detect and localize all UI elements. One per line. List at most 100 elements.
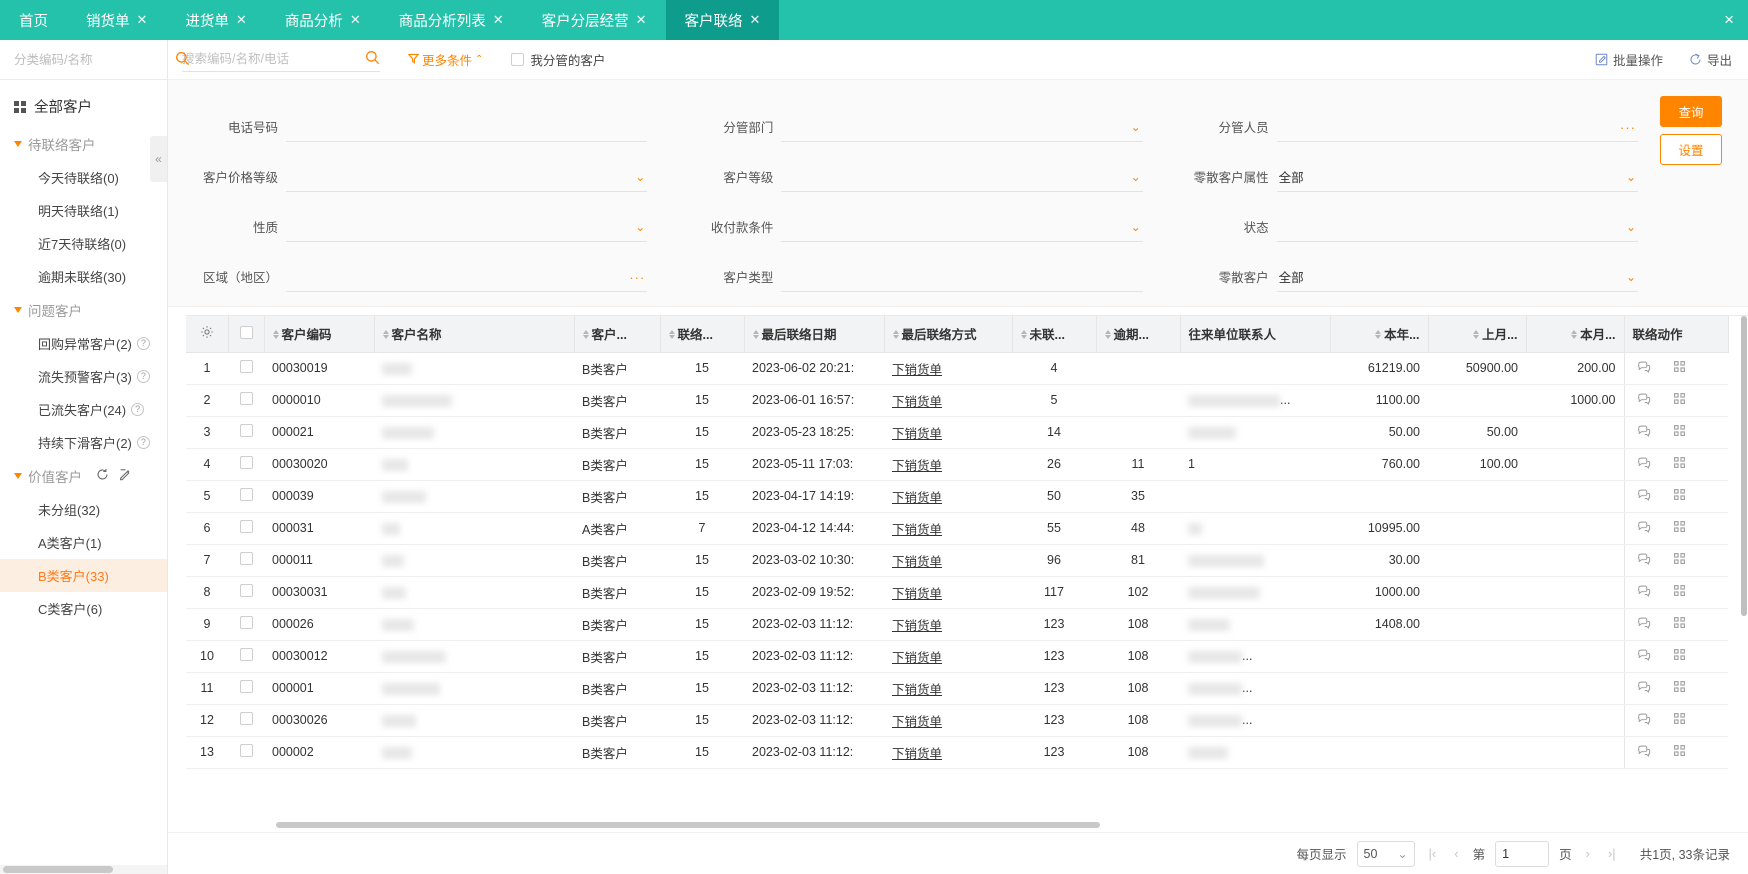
header-last-contact-date[interactable]: 最后联络日期 xyxy=(744,316,885,353)
checkbox-icon[interactable] xyxy=(239,648,253,661)
close-all-tabs-icon[interactable]: × xyxy=(1724,10,1734,29)
checkbox-icon[interactable] xyxy=(239,712,253,725)
checkbox-icon[interactable] xyxy=(239,520,253,533)
header-customer-name[interactable]: 客户名称 xyxy=(374,316,575,353)
table-row[interactable]: 4 00030020 B类客户 15 2023-05-11 17:03: 下销货单 26 11… xyxy=(186,448,1728,481)
grid-apps-icon[interactable] xyxy=(1673,488,1686,504)
chat-bubble-icon[interactable] xyxy=(1637,680,1651,697)
sidebar-item-7days-pending[interactable]: 近7天待联络(0) xyxy=(0,227,167,260)
row-checkbox[interactable] xyxy=(228,352,264,385)
filter-control[interactable] xyxy=(286,118,648,142)
grid-apps-icon[interactable] xyxy=(1673,552,1686,568)
sort-icon[interactable] xyxy=(1571,330,1578,340)
filter-control[interactable]: ··· xyxy=(1276,118,1638,142)
create-sales-order-link[interactable]: 下销货单 xyxy=(892,714,943,729)
row-checkbox[interactable] xyxy=(228,640,264,673)
row-checkbox[interactable] xyxy=(228,384,264,417)
last-page-icon[interactable]: ›| xyxy=(1607,846,1616,861)
sidebar-search-input[interactable] xyxy=(14,52,175,67)
page-number-input[interactable] xyxy=(1495,840,1550,867)
sidebar-group-problem-customers[interactable]: 问题客户 xyxy=(0,293,167,327)
chevron-down-icon[interactable]: ⌄ xyxy=(635,170,646,184)
create-sales-order-link[interactable]: 下销货单 xyxy=(892,618,943,633)
table-vertical-scrollbar[interactable] xyxy=(1740,316,1748,818)
sort-icon[interactable] xyxy=(1104,330,1111,340)
filter-control[interactable]: ⌄ xyxy=(781,118,1143,142)
sidebar-collapse-button[interactable]: « xyxy=(150,136,167,182)
create-sales-order-link[interactable]: 下销货单 xyxy=(892,394,943,409)
chat-bubble-icon[interactable] xyxy=(1637,520,1651,537)
chevron-down-icon[interactable]: ⌄ xyxy=(1130,170,1141,184)
checkbox-icon[interactable] xyxy=(239,680,253,693)
header-year-amount[interactable]: 本年... xyxy=(1330,316,1429,353)
chevron-down-icon[interactable]: ⌄ xyxy=(635,220,646,234)
chevron-down-icon[interactable]: ⌄ xyxy=(1130,220,1141,234)
table-settings-header[interactable] xyxy=(186,316,229,353)
row-checkbox[interactable] xyxy=(228,736,264,769)
gear-icon[interactable] xyxy=(200,326,214,342)
filter-control[interactable]: ··· xyxy=(286,268,648,292)
grid-apps-icon[interactable] xyxy=(1673,712,1686,728)
tab-customer-contact[interactable]: 客户联络 ✕ xyxy=(665,0,780,40)
sidebar-horizontal-scrollbar[interactable] xyxy=(0,865,167,874)
sort-icon[interactable] xyxy=(892,330,899,340)
first-page-icon[interactable]: |‹ xyxy=(1428,846,1437,861)
tab-customer-tier-management[interactable]: 客户分层经营 ✕ xyxy=(523,0,666,40)
checkbox-icon[interactable] xyxy=(239,424,253,437)
table-row[interactable]: 2 0000010 B类客户 15 2023-06-01 16:57: 下销货单 5... 1… xyxy=(186,384,1728,417)
header-overdue-days[interactable]: 逾期... xyxy=(1096,316,1181,353)
next-page-icon[interactable]: › xyxy=(1585,846,1590,861)
help-icon[interactable]: ? xyxy=(131,403,145,416)
chat-bubble-icon[interactable] xyxy=(1637,648,1651,665)
grid-apps-icon[interactable] xyxy=(1673,520,1686,536)
chat-bubble-icon[interactable] xyxy=(1637,744,1651,761)
row-checkbox[interactable] xyxy=(228,416,264,449)
create-sales-order-link[interactable]: 下销货单 xyxy=(892,650,943,665)
chat-bubble-icon[interactable] xyxy=(1637,392,1651,409)
select-all-header[interactable] xyxy=(228,316,265,353)
header-last-contact-method[interactable]: 最后联络方式 xyxy=(884,316,1013,353)
sidebar-item-repurchase-abnormal[interactable]: 回购异常客户(2) ? xyxy=(0,327,167,360)
row-checkbox[interactable] xyxy=(228,704,264,737)
filter-control[interactable]: 全部 ⌄ xyxy=(1276,267,1638,292)
query-button[interactable]: 查询 xyxy=(1660,96,1722,127)
table-row[interactable]: 3 000021 B类客户 15 2023-05-23 18:25: 下销货单 14 50.0… xyxy=(186,416,1728,449)
chat-bubble-icon[interactable] xyxy=(1637,616,1651,633)
tab-close-icon[interactable]: ✕ xyxy=(136,12,148,27)
more-picker-icon[interactable]: ··· xyxy=(1620,119,1636,135)
help-icon[interactable]: ? xyxy=(136,436,150,449)
my-customers-checkbox[interactable]: 我分管的客户 xyxy=(511,50,605,69)
tab-close-icon[interactable]: ✕ xyxy=(235,12,247,27)
prev-page-icon[interactable]: ‹ xyxy=(1454,846,1459,861)
table-row[interactable]: 7 000011 B类客户 15 2023-03-02 10:30: 下销货单 96 81 30… xyxy=(186,544,1728,577)
tab-home[interactable]: 首页 xyxy=(0,0,67,40)
settings-button[interactable]: 设置 xyxy=(1660,134,1722,165)
sidebar-item-class-a[interactable]: A类客户(1) xyxy=(0,526,167,559)
create-sales-order-link[interactable]: 下销货单 xyxy=(892,362,943,377)
sort-icon[interactable] xyxy=(1020,330,1027,340)
grid-apps-icon[interactable] xyxy=(1673,456,1686,472)
create-sales-order-link[interactable]: 下销货单 xyxy=(892,490,943,505)
table-row[interactable]: 6 000031 A类客户 7 2023-04-12 14:44: 下销货单 55 48 109… xyxy=(186,512,1728,545)
search-icon[interactable] xyxy=(175,51,190,69)
tab-product-analysis-list[interactable]: 商品分析列表 ✕ xyxy=(380,0,523,40)
sidebar-item-continuous-decline[interactable]: 持续下滑客户(2) ? xyxy=(0,426,167,459)
create-sales-order-link[interactable]: 下销货单 xyxy=(892,682,943,697)
sidebar-item-class-c[interactable]: C类客户(6) xyxy=(0,592,167,625)
sort-icon[interactable] xyxy=(382,330,389,340)
header-this-month-amount[interactable]: 本月... xyxy=(1526,316,1625,353)
chat-bubble-icon[interactable] xyxy=(1637,712,1651,729)
tab-close-icon[interactable]: ✕ xyxy=(492,12,504,27)
checkbox-icon[interactable] xyxy=(239,616,253,629)
create-sales-order-link[interactable]: 下销货单 xyxy=(892,426,943,441)
sidebar-item-churn-warning[interactable]: 流失预警客户(3) ? xyxy=(0,360,167,393)
create-sales-order-link[interactable]: 下销货单 xyxy=(892,586,943,601)
row-checkbox[interactable] xyxy=(228,480,264,513)
chat-bubble-icon[interactable] xyxy=(1637,552,1651,569)
filter-control[interactable]: ⌄ xyxy=(286,218,648,242)
table-row[interactable]: 5 000039 B类客户 15 2023-04-17 14:19: 下销货单 50 35 xyxy=(186,480,1728,513)
row-checkbox[interactable] xyxy=(228,544,264,577)
tab-sales-order[interactable]: 销货单 ✕ xyxy=(67,0,166,40)
filter-control[interactable] xyxy=(781,268,1143,292)
grid-apps-icon[interactable] xyxy=(1673,392,1686,408)
